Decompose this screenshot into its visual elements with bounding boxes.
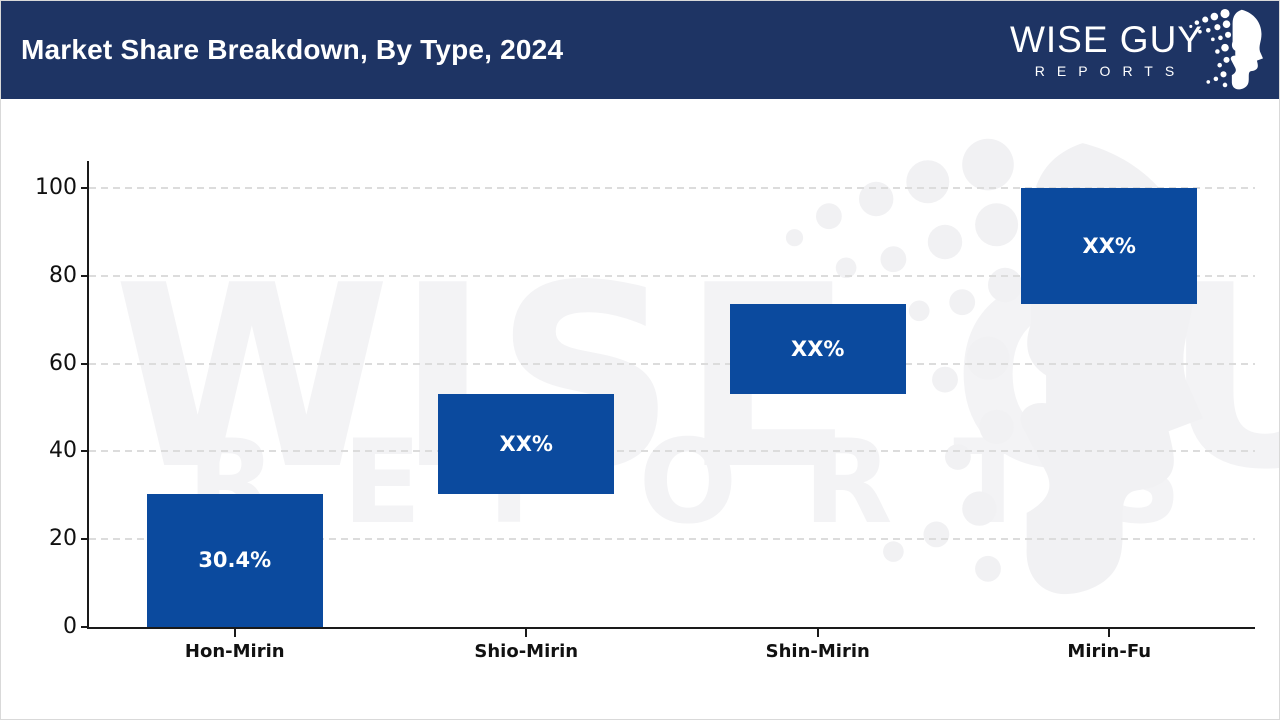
bar-value-label: XX% [499, 431, 553, 456]
bar-segment: XX% [438, 394, 615, 494]
x-tick-mark [233, 629, 236, 637]
y-tick-mark [81, 538, 89, 541]
y-tick-label: 60 [49, 350, 77, 376]
logo-wordmark: WISE GUY [1009, 19, 1203, 60]
y-tick-label: 20 [49, 526, 77, 552]
gridline [89, 187, 1255, 189]
y-tick-label: 0 [63, 614, 77, 639]
gridline [89, 274, 1255, 277]
x-tick-mark [525, 629, 528, 637]
x-axis-label: Shio-Mirin [474, 641, 579, 662]
x-axis-label: Hon-Mirin [184, 641, 285, 662]
y-tick-mark [81, 362, 89, 365]
y-tick-mark [81, 187, 89, 189]
watermark-subtext: REPORTS [187, 415, 1248, 550]
gridline [89, 450, 1255, 453]
y-tick-label: 40 [49, 438, 77, 464]
x-axis-line [87, 627, 1255, 629]
x-tick-mark [1108, 629, 1111, 637]
gridline [89, 538, 1255, 541]
bar-value-label: 30.4% [198, 548, 272, 573]
bar-value-label: XX% [1082, 233, 1136, 258]
y-tick-mark [81, 274, 89, 277]
logo-face-icon [1189, 8, 1263, 90]
y-tick-label: 80 [49, 262, 77, 288]
y-tick-mark [81, 450, 89, 453]
x-axis-label: Shin-Mirin [765, 641, 870, 662]
bar-segment: XX% [729, 303, 906, 395]
bar-segment: XX% [1021, 188, 1198, 304]
gridline [89, 362, 1255, 365]
chart-title: Market Share Breakdown, By Type, 2024 [21, 34, 564, 65]
y-tick-mark [81, 626, 89, 628]
logo-subtext: REPORTS [1034, 63, 1187, 79]
x-tick-mark [816, 629, 819, 637]
x-axis-label: Mirin-Fu [1067, 641, 1152, 662]
wiseguy-logo: WISE GUY REPORTS [1010, 6, 1263, 94]
bar-value-label: XX% [791, 337, 845, 362]
y-axis-line [87, 161, 89, 629]
bar-segment: 30.4% [146, 493, 323, 627]
logo-text: WISE GUY REPORTS [1010, 21, 1203, 79]
header: Market Share Breakdown, By Type, 2024 WI… [1, 1, 1279, 99]
y-tick-label: 100 [35, 175, 77, 200]
